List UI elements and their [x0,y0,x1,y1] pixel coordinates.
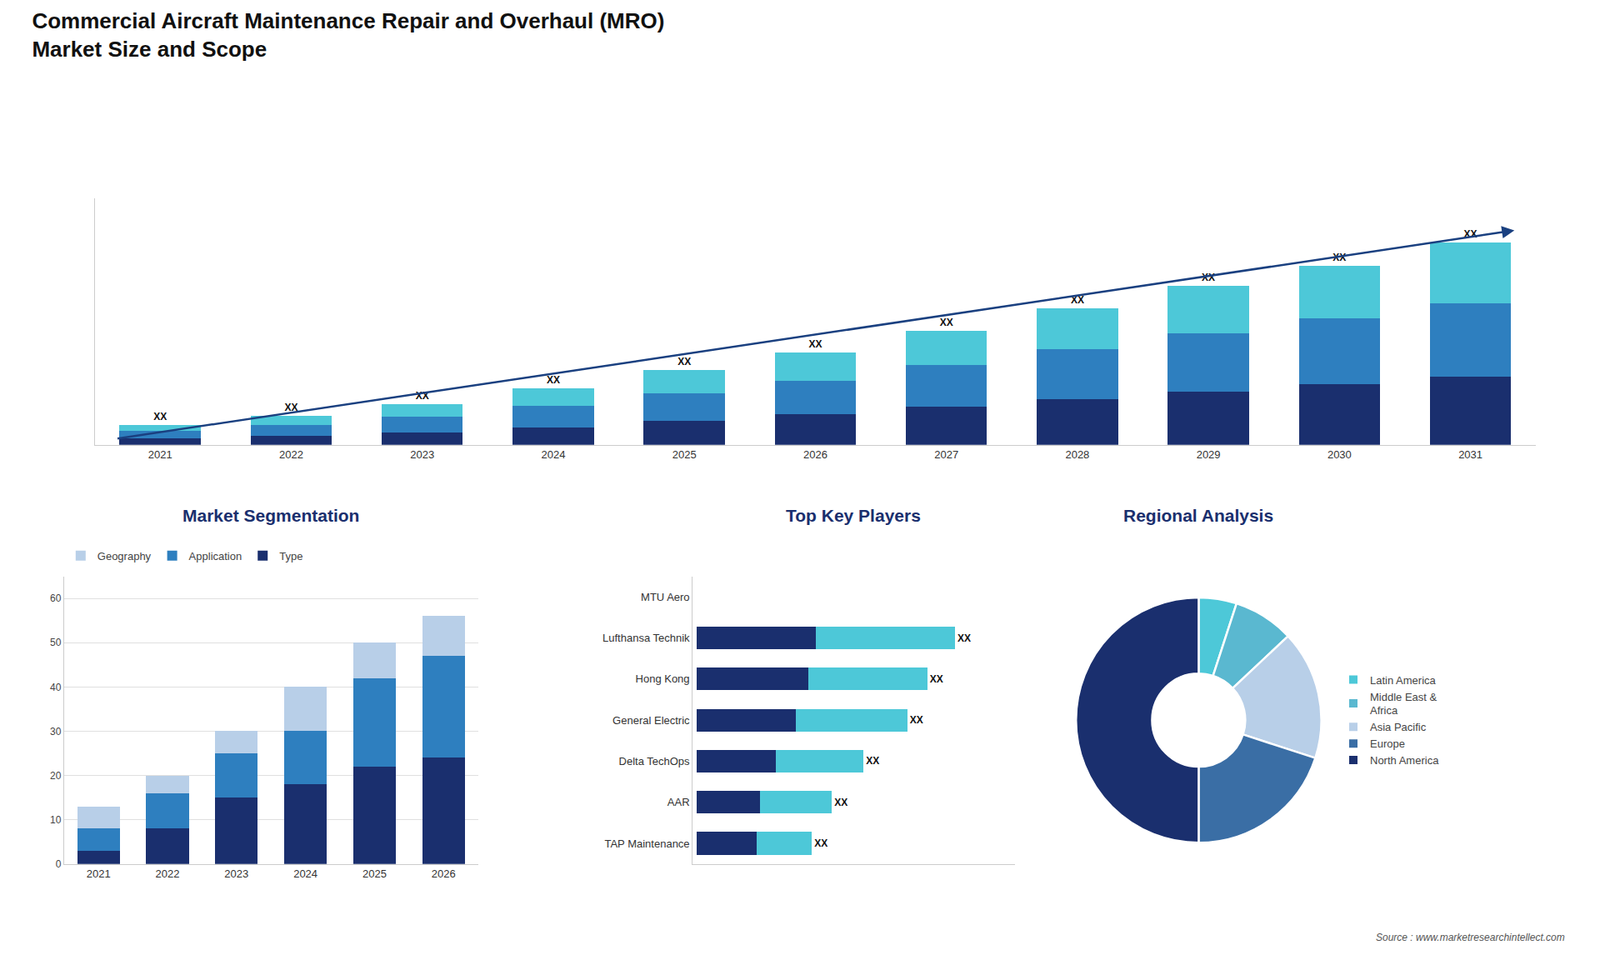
svg-text:50: 50 [50,636,62,649]
svg-text:2021: 2021 [148,448,173,461]
svg-text:Lufthansa Technik: Lufthansa Technik [602,631,690,645]
svg-text:Europe: Europe [1370,737,1405,750]
svg-text:MTU Aero: MTU Aero [640,590,690,604]
svg-text:XX: XX [1332,251,1346,264]
svg-text:0: 0 [55,858,62,870]
svg-text:40: 40 [50,681,62,694]
svg-text:XX: XX [546,374,560,386]
svg-text:XX: XX [153,410,167,423]
svg-text:2029: 2029 [1196,448,1221,461]
svg-text:XX: XX [940,316,954,329]
svg-text:XX: XX [865,755,880,767]
svg-text:AAR: AAR [667,795,690,809]
svg-text:North America: North America [1370,754,1440,767]
svg-text:Type: Type [279,550,303,563]
svg-text:2024: 2024 [293,867,318,880]
svg-text:Top Key Players: Top Key Players [785,505,921,525]
svg-text:2023: 2023 [410,448,435,461]
svg-text:XX: XX [930,673,944,685]
svg-text:Hong Kong: Hong Kong [635,672,690,685]
svg-text:2023: 2023 [224,867,249,880]
svg-text:30: 30 [50,725,62,738]
svg-text:Asia Pacific: Asia Pacific [1370,720,1427,734]
svg-text:Delta TechOps: Delta TechOps [619,755,691,768]
svg-text:Middle East &Africa: Middle East &Africa [1370,690,1438,718]
svg-text:XX: XX [677,355,691,368]
svg-text:XX: XX [957,632,971,645]
svg-text:20: 20 [50,770,62,782]
svg-text:2028: 2028 [1065,448,1090,461]
svg-text:Application: Application [189,550,243,563]
svg-text:Market Segmentation: Market Segmentation [182,505,360,525]
svg-text:60: 60 [50,592,62,605]
svg-text:XX: XX [834,796,848,809]
svg-text:Regional Analysis: Regional Analysis [1123,505,1274,525]
svg-text:XX: XX [814,837,828,850]
svg-text:Geography: Geography [97,550,152,563]
svg-text:2021: 2021 [86,867,111,880]
svg-text:2025: 2025 [362,867,387,880]
svg-text:10: 10 [50,814,62,826]
svg-text:2022: 2022 [155,867,180,880]
svg-text:2027: 2027 [934,448,959,461]
svg-text:XX: XX [910,714,924,726]
svg-text:2025: 2025 [672,448,697,461]
svg-text:2024: 2024 [540,448,565,461]
svg-text:Latin America: Latin America [1370,674,1437,687]
svg-text:2022: 2022 [279,448,304,461]
svg-text:General Electric: General Electric [612,714,690,727]
svg-text:2026: 2026 [803,448,828,461]
svg-text:2026: 2026 [431,867,456,880]
svg-text:XX: XX [1464,228,1478,240]
svg-text:XX: XX [808,338,822,350]
svg-text:2031: 2031 [1458,448,1483,461]
svg-text:Source : www.marketresearchint: Source : www.marketresearchintellect.com [1375,931,1565,944]
svg-text:XX: XX [415,390,430,402]
svg-text:Commercial Aircraft Maintenanc: Commercial Aircraft Maintenance Repair a… [31,8,665,62]
svg-text:XX: XX [284,401,298,414]
svg-text:2030: 2030 [1327,448,1352,461]
svg-text:TAP Maintenance: TAP Maintenance [604,837,690,850]
svg-text:XX: XX [1070,294,1085,306]
svg-text:XX: XX [1201,271,1215,284]
